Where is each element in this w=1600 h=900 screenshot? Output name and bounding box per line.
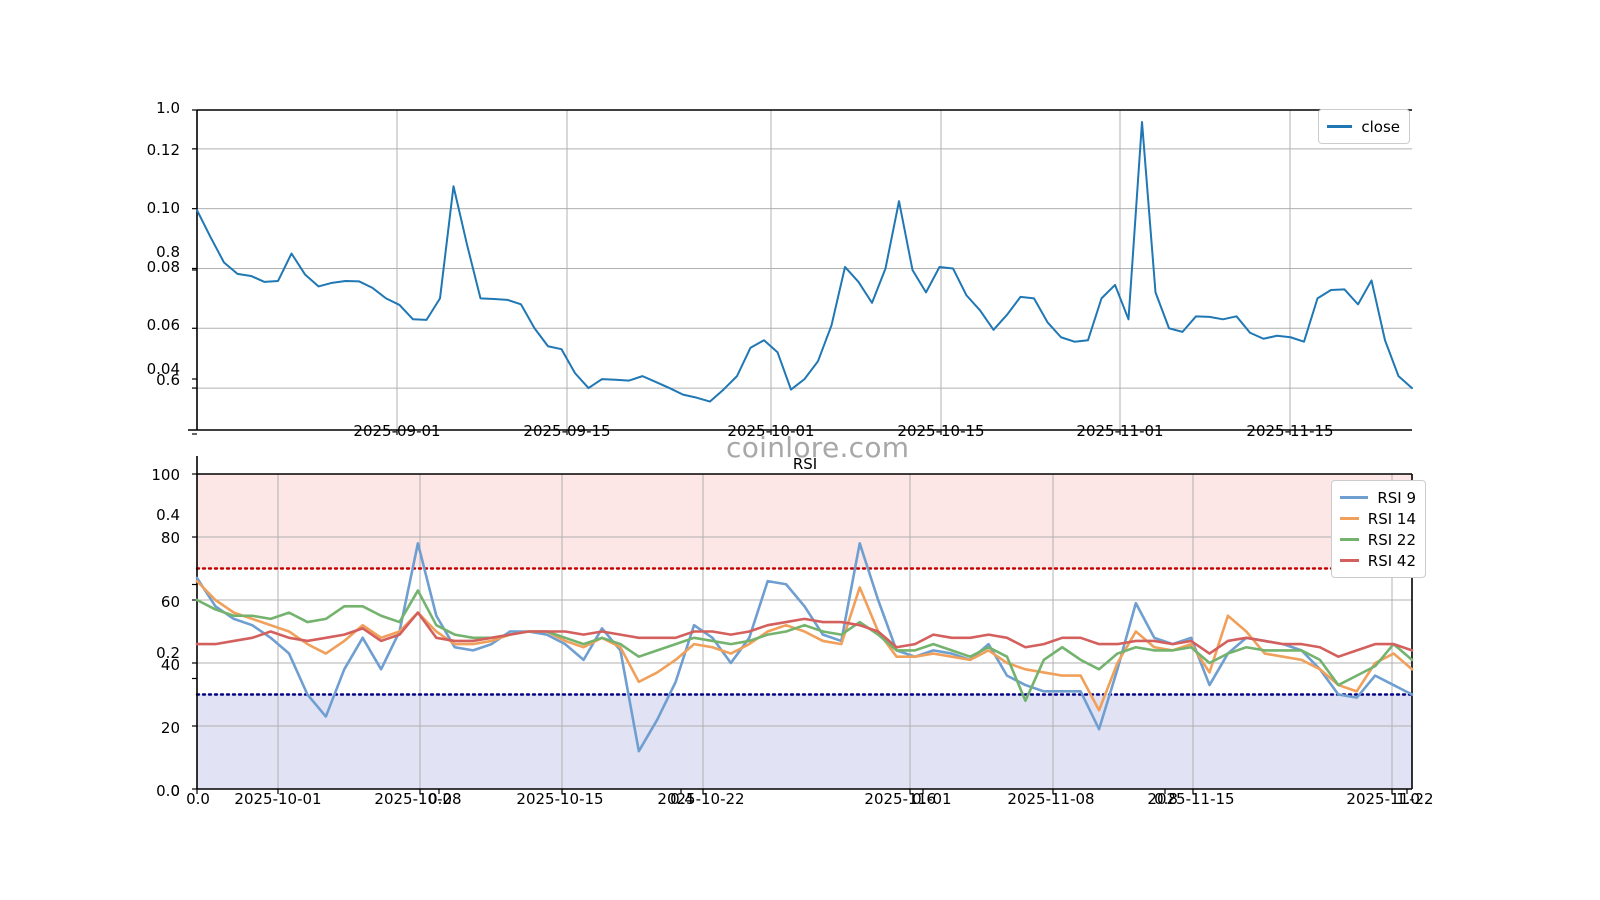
legend-label-close: close [1361, 117, 1400, 136]
rsi-ytick: 60 [160, 593, 180, 611]
legend-label-rsi22: RSI 22 [1367, 530, 1416, 549]
rsi-ytick-overlay: 0.0 [156, 782, 180, 800]
legend-item-rsi9[interactable]: RSI 9 [1340, 487, 1416, 508]
legend-label-rsi42: RSI 42 [1367, 551, 1416, 570]
price-legend[interactable]: close [1318, 109, 1410, 144]
price-ytick: 0.04 [146, 360, 180, 378]
price-xtick: 2025-09-01 [353, 422, 441, 440]
rsi-panel-title: RSI [792, 455, 818, 473]
price-ytick: 0.08 [146, 258, 180, 276]
price-ytick-overlay: 0.6 [156, 371, 180, 389]
rsi-xtick: 2025-10-22 [657, 790, 745, 808]
rsi-xtick-overlay: 0.0 [186, 790, 210, 808]
rsi-ytick-overlay: 0.4 [156, 506, 180, 524]
legend-swatch-close [1327, 125, 1353, 128]
legend-item-close[interactable]: close [1327, 116, 1400, 137]
rsi-xtick-overlay: 1.0 [1396, 790, 1420, 808]
watermark: coinlore.com [726, 431, 910, 464]
price-ytick: 0.06 [146, 316, 180, 334]
legend-swatch-rsi22 [1340, 538, 1359, 541]
rsi-xtick-overlay: 0.6 [912, 790, 936, 808]
rsi-xtick: 2025-10-08 [374, 790, 462, 808]
rsi-ytick: 40 [160, 656, 180, 674]
rsi-xtick-overlay: 0.8 [1154, 790, 1178, 808]
price-xtick: 2025-09-15 [523, 422, 611, 440]
rsi-xtick: 2025-11-22 [1346, 790, 1434, 808]
legend-swatch-rsi14 [1340, 517, 1359, 520]
legend-swatch-rsi9 [1340, 496, 1369, 499]
legend-label-rsi14: RSI 14 [1367, 509, 1416, 528]
rsi-xtick: 2025-11-15 [1147, 790, 1235, 808]
rsi-xtick: 2025-11-01 [864, 790, 952, 808]
legend-label-rsi9: RSI 9 [1377, 488, 1416, 507]
rsi-xtick-overlay: 0.2 [428, 790, 452, 808]
legend-swatch-rsi42 [1340, 559, 1359, 562]
rsi-legend[interactable]: RSI 9 RSI 14 RSI 22 RSI 42 [1331, 480, 1426, 578]
price-xtick: 2025-10-15 [897, 422, 985, 440]
rsi-ytick: 0 [170, 782, 180, 800]
price-ytick-overlay: 0.8 [156, 243, 180, 261]
rsi-ytick-overlay: 0.2 [156, 644, 180, 662]
price-ytick-overlay: 1.0 [156, 99, 180, 117]
rsi-xtick: 2025-10-01 [234, 790, 322, 808]
legend-item-rsi14[interactable]: RSI 14 [1340, 508, 1416, 529]
rsi-ytick: 80 [160, 529, 180, 547]
rsi-ytick: 20 [160, 719, 180, 737]
price-xtick: 2025-11-01 [1076, 422, 1164, 440]
rsi-xtick: 2025-10-15 [516, 790, 604, 808]
price-ytick: 0.10 [146, 199, 180, 217]
legend-item-rsi42[interactable]: RSI 42 [1340, 550, 1416, 571]
rsi-xtick: 2025-11-08 [1007, 790, 1095, 808]
rsi-xtick-overlay: 0.4 [670, 790, 694, 808]
legend-item-rsi22[interactable]: RSI 22 [1340, 529, 1416, 550]
price-ytick: 0.12 [146, 141, 180, 159]
price-xtick: 2025-11-15 [1246, 422, 1334, 440]
price-xtick: 2025-10-01 [727, 422, 815, 440]
rsi-ytick: 100 [151, 466, 180, 484]
